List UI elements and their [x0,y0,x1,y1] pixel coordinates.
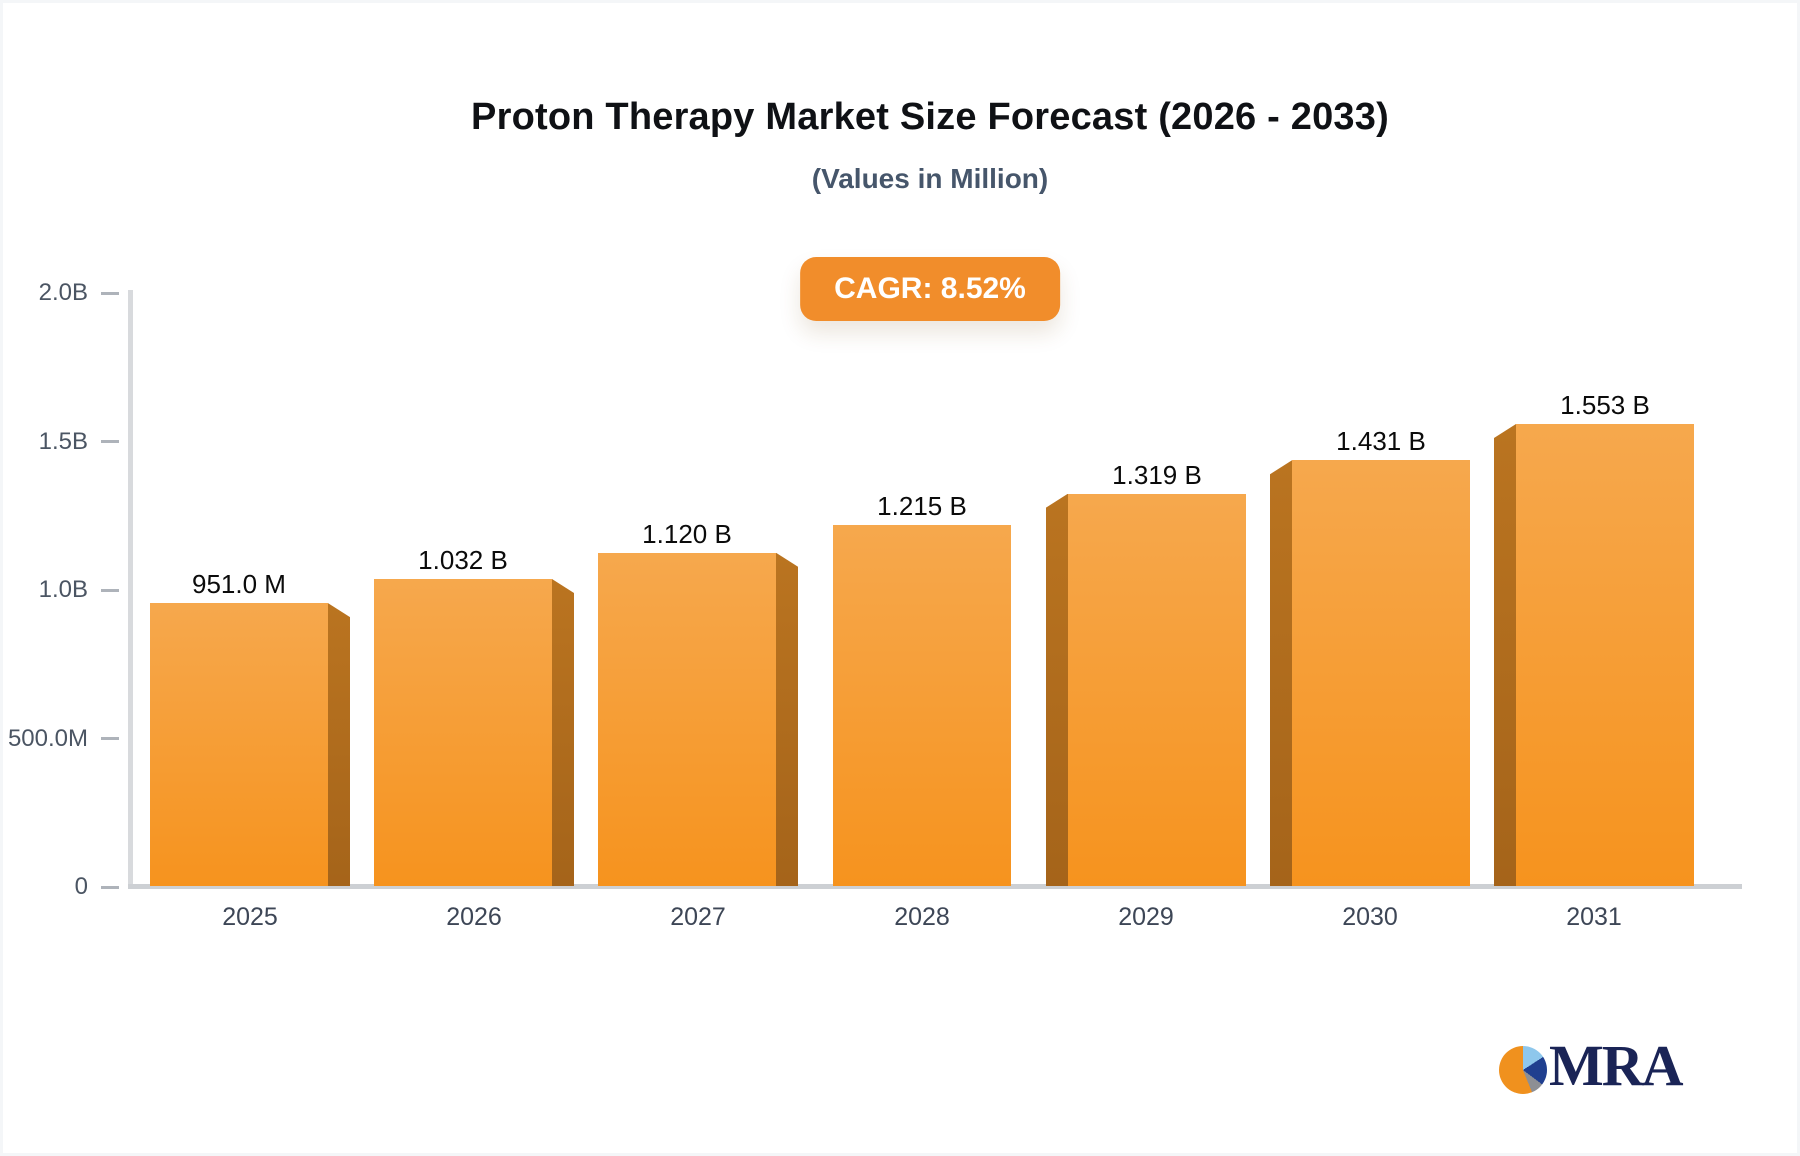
bar-2031[interactable] [1494,423,1694,886]
bar-value-label-2030: 1.431 B [1336,426,1426,457]
bar-2025[interactable] [150,603,350,886]
bar-side-face-2031 [1494,423,1516,886]
bar-value-label-2027: 1.120 B [642,518,732,549]
x-axis-label-2025: 2025 [222,903,278,931]
y-tick-label-2.0B: 2.0B [38,279,88,306]
bar-side-face-2025 [328,603,350,886]
bar-value-label-2031: 1.553 B [1560,389,1650,420]
bar-face-2031 [1516,423,1694,886]
bar-face-2028 [833,524,1011,886]
y-tick-mark-0 [101,885,119,889]
x-axis-label-2031: 2031 [1566,903,1622,931]
bar-face-2029 [1068,493,1246,886]
y-axis-line [128,290,133,886]
pie-chart-logo-icon [1499,1046,1547,1094]
bar-value-label-2029: 1.319 B [1112,459,1202,490]
bar-face-2027 [598,552,776,886]
bar-side-face-2029 [1046,493,1068,886]
x-axis-label-2027: 2027 [670,903,726,931]
mra-logo: MRA [1499,1033,1684,1098]
y-tick-label-1.5B: 1.5B [38,427,88,455]
bar-value-label-2028: 1.215 B [877,490,967,521]
chart-title: Proton Therapy Market Size Forecast (202… [471,96,1389,138]
y-tick-label-1.0B: 1.0B [38,576,88,603]
bar-value-label-2025: 951.0 M [192,569,286,600]
cagr-badge: CAGR: 8.52% [800,257,1060,321]
bar-side-face-2027 [776,552,798,886]
bar-side-face-2030 [1270,460,1292,886]
bar-2027[interactable] [598,552,798,886]
bar-2030[interactable] [1270,460,1470,886]
bar-face-2026 [374,578,552,886]
bar-side-face-2026 [552,578,574,886]
bar-face-2025 [150,603,328,886]
bar-face-2030 [1292,460,1470,886]
logo-text: MRA [1549,1033,1684,1098]
x-axis-label-2028: 2028 [894,903,950,931]
chart-subtitle: (Values in Million) [811,163,1049,194]
x-axis-label-2030: 2030 [1342,903,1398,931]
bar-value-label-2026: 1.032 B [418,544,508,575]
cagr-badge-label: CAGR: 8.52% [834,272,1026,305]
bar-2026[interactable] [374,578,574,886]
y-tick-mark-2.0B [101,291,119,295]
y-tick-mark-1.5B [101,440,119,443]
bar-2028[interactable] [833,524,1011,886]
x-axis-label-2026: 2026 [446,903,502,931]
x-axis-baseline [128,884,1742,889]
y-tick-mark-1.0B [101,588,119,592]
y-tick-mark-500.0M [101,737,119,740]
x-axis-label-2029: 2029 [1118,903,1174,931]
y-tick-label-500.0M: 500.0M [7,724,88,752]
y-tick-label-0: 0 [74,873,88,900]
bar-2029[interactable] [1046,493,1246,886]
